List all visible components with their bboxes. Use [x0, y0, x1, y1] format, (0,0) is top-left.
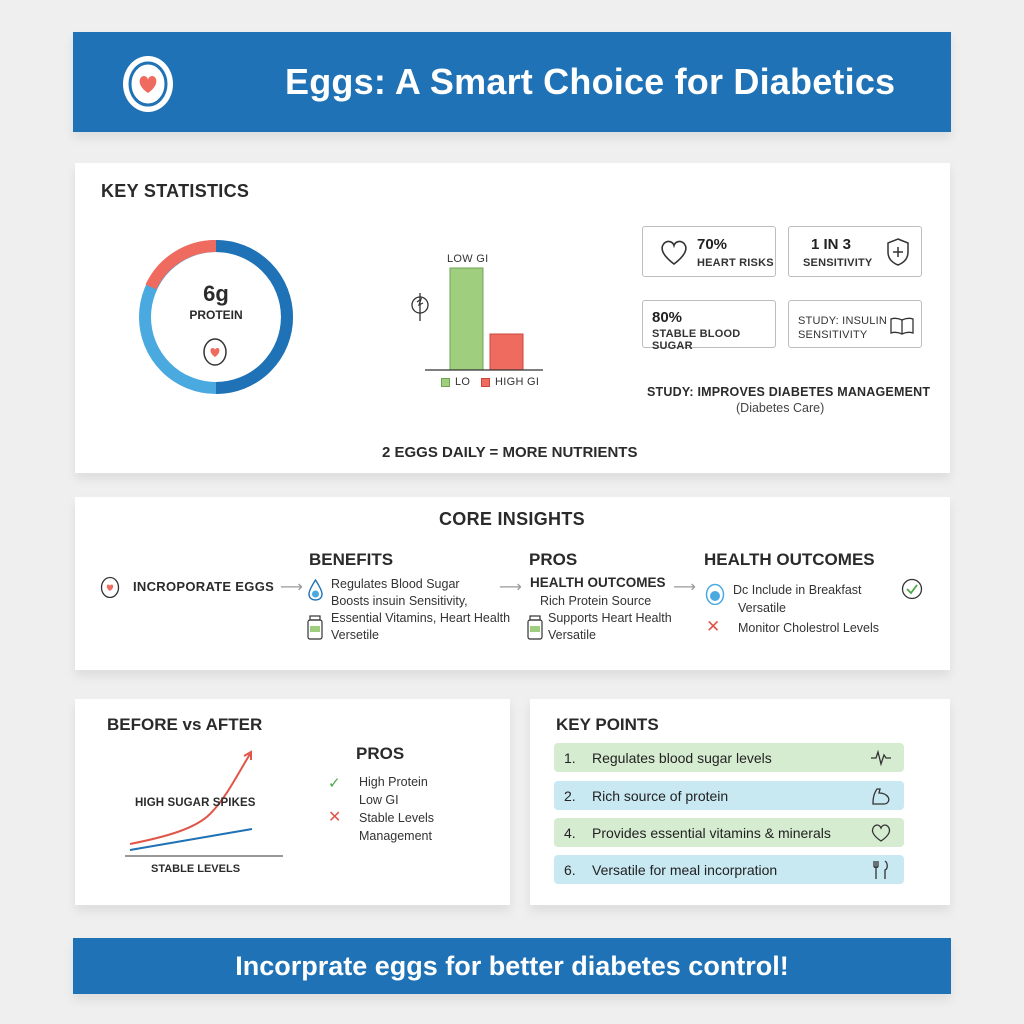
- heart-icon: [871, 824, 891, 842]
- stat-label: HEART RISKS: [697, 257, 774, 269]
- key-statistics-card: KEY STATISTICS 6g PROTEIN LOW GI LO HIGH…: [75, 163, 950, 473]
- benefit-line: Versetile: [331, 628, 379, 642]
- benefit-line: Boosts insuin Sensitivity,: [331, 594, 468, 608]
- egg-heart-icon: [123, 56, 173, 112]
- spike-label: HIGH SUGAR SPIKES: [135, 797, 256, 809]
- stat-value: 80%: [652, 309, 683, 326]
- before-after-heading: BEFORE vs AFTER: [107, 715, 263, 734]
- pros-line: Stable Levels: [359, 811, 435, 825]
- fork-knife-icon: [873, 860, 888, 879]
- legend-high-swatch: [481, 378, 490, 387]
- check-circle-icon: [901, 578, 923, 600]
- key-point-number: 4.: [564, 824, 576, 841]
- glucose-meter-icon: [411, 293, 429, 321]
- before-after-card: BEFORE vs AFTER HIGH SUGAR SPIKES STABLE…: [75, 699, 510, 905]
- blood-drop-icon: [308, 579, 323, 601]
- stats-footer: 2 EGGS DAILY = MORE NUTRIENTS: [382, 444, 638, 461]
- footer-banner: Incorprate eggs for better diabetes cont…: [73, 938, 951, 994]
- key-point-text: Rich source of protein: [592, 787, 729, 804]
- header-banner: Eggs: A Smart Choice for Diabetics: [73, 32, 951, 132]
- study-line: STUDY: IMPROVES DIABETES MANAGEMENT: [647, 385, 931, 399]
- egg-heart-icon: [100, 576, 120, 598]
- stat-label: SENSITIVITY: [798, 329, 868, 341]
- stat-value: 70%: [697, 236, 728, 253]
- egg-icon: [705, 583, 725, 605]
- stat-label: SENSITIVITY: [803, 257, 873, 269]
- book-icon: [890, 317, 914, 335]
- benefit-line: Essential Vitamins, Heart Health: [331, 611, 511, 625]
- stat-label: STABLE BLOOD SUGAR: [652, 328, 741, 352]
- benefit-line: Regulates Blood Sugar: [331, 577, 460, 591]
- outcome-line: Versatile: [738, 601, 786, 615]
- stat-box-study-insulin: STUDY: INSULIN SENSITIVITY: [788, 300, 922, 348]
- core-insights-heading: CORE INSIGHTS: [439, 509, 585, 529]
- outcomes-title: HEALTH OUTCOMES: [704, 550, 875, 569]
- key-point-text: Versatile for meal incorpration: [592, 861, 778, 878]
- legend-low-swatch: [441, 378, 450, 387]
- stable-label: STABLE LEVELS: [151, 863, 241, 875]
- pros-line: Supports Heart Health: [548, 611, 672, 625]
- key-point-item: 2. Rich source of protein: [554, 781, 904, 810]
- stat-value: STUDY: INSULIN: [798, 315, 887, 327]
- outcome-line: Monitor Cholestrol Levels: [738, 621, 880, 635]
- study-source: (Diabetes Care): [736, 401, 825, 415]
- pros-line: Low GI: [359, 793, 399, 807]
- core-start-label: INCROPORATE EGGS: [133, 579, 275, 594]
- protein-value: 6g: [203, 281, 229, 306]
- supplement-jar-icon: [307, 615, 323, 640]
- footer-banner-text: Incorprate eggs for better diabetes cont…: [235, 950, 789, 981]
- pros-line: Management: [359, 829, 432, 843]
- gi-bar-chart: [411, 267, 543, 371]
- supplement-jar-icon: [527, 615, 543, 640]
- arrow-icon: ⟶: [280, 579, 303, 596]
- shield-icon: [887, 238, 909, 266]
- key-point-item: 6. Versatile for meal incorpration: [554, 855, 904, 884]
- protein-label: PROTEIN: [189, 308, 243, 322]
- page-title: Eggs: A Smart Choice for Diabetics: [285, 61, 896, 102]
- stat-value: 1 IN 3: [811, 236, 852, 253]
- key-point-text: Regulates blood sugar levels: [592, 749, 772, 766]
- gi-chart-top-label: LOW GI: [447, 253, 489, 265]
- key-point-item: 1. Regulates blood sugar levels: [554, 743, 904, 772]
- pros-title: PROS: [529, 550, 578, 569]
- cross-icon: ✕: [706, 617, 721, 636]
- outcome-line: Dc Include in Breakfast: [733, 583, 862, 597]
- cross-icon: ✕: [328, 809, 342, 826]
- stat-box-stable-blood-sugar: 80% STABLE BLOOD SUGAR: [642, 300, 776, 352]
- legend-low-label: LO: [455, 376, 471, 388]
- key-point-number: 2.: [564, 787, 576, 804]
- legend-high-label: HIGH GI: [495, 376, 540, 388]
- key-point-item: 4. Provides essential vitamins & mineral…: [554, 818, 904, 847]
- arrow-icon: ⟶: [673, 579, 696, 596]
- key-points-card: KEY POINTS 1. Regulates blood sugar leve…: [530, 699, 950, 905]
- pros-subtitle: HEALTH OUTCOMES: [530, 575, 666, 590]
- pros-line: High Protein: [359, 775, 428, 789]
- stat-box-sensitivity: 1 IN 3 SENSITIVITY: [788, 226, 922, 277]
- pros-line: Versatile: [548, 628, 596, 642]
- low-gi-bar: [449, 267, 484, 371]
- key-statistics-heading: KEY STATISTICS: [101, 181, 250, 201]
- high-gi-bar: [489, 333, 524, 371]
- pulse-icon: [871, 749, 891, 767]
- muscle-icon: [872, 788, 890, 805]
- key-point-number: 6.: [564, 861, 576, 878]
- core-insights-card: CORE INSIGHTS INCROPORATE EGGS ⟶ BENEFIT…: [75, 497, 950, 670]
- arrow-icon: ⟶: [499, 579, 522, 596]
- pros-line: Rich Protein Source: [540, 594, 652, 608]
- protein-ring: [139, 239, 293, 394]
- benefits-title: BENEFITS: [309, 550, 394, 569]
- heart-icon: [661, 240, 687, 266]
- sugar-levels-chart: [125, 750, 283, 857]
- key-point-text: Provides essential vitamins & minerals: [592, 824, 831, 841]
- key-point-number: 1.: [564, 749, 576, 766]
- check-icon: ✓: [328, 775, 341, 792]
- stat-box-heart-risks: 70% HEART RISKS: [642, 226, 776, 277]
- before-after-pros-title: PROS: [356, 744, 405, 763]
- egg-heart-icon: [203, 338, 227, 366]
- key-points-heading: KEY POINTS: [556, 715, 659, 734]
